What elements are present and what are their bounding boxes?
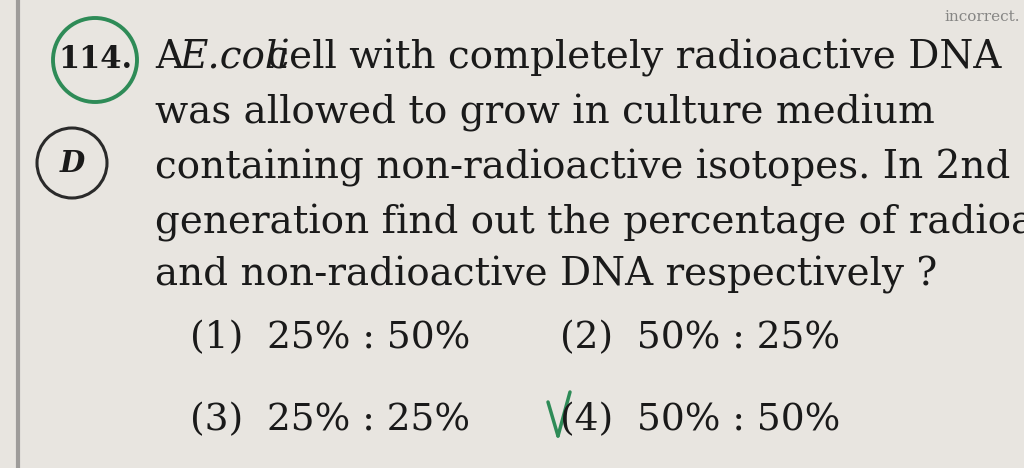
Text: and non-radioactive DNA respectively ?: and non-radioactive DNA respectively ? xyxy=(155,256,937,294)
Text: cell with completely radioactive DNA: cell with completely radioactive DNA xyxy=(255,39,1001,77)
Text: 114.: 114. xyxy=(58,44,132,75)
Text: generation find out the percentage of radioactive: generation find out the percentage of ra… xyxy=(155,204,1024,242)
Text: (3)  25% : 25%: (3) 25% : 25% xyxy=(190,402,470,438)
Text: E.coli: E.coli xyxy=(180,39,291,76)
Text: incorrect.: incorrect. xyxy=(944,10,1020,24)
Text: (2)  50% : 25%: (2) 50% : 25% xyxy=(560,320,840,356)
Text: was allowed to grow in culture medium: was allowed to grow in culture medium xyxy=(155,94,935,132)
Text: D: D xyxy=(59,148,85,177)
Text: containing non-radioactive isotopes. In 2nd: containing non-radioactive isotopes. In … xyxy=(155,149,1011,187)
Text: A: A xyxy=(155,39,196,76)
Text: (1)  25% : 50%: (1) 25% : 50% xyxy=(190,320,470,356)
Text: (4)  50% : 50%: (4) 50% : 50% xyxy=(560,402,841,438)
